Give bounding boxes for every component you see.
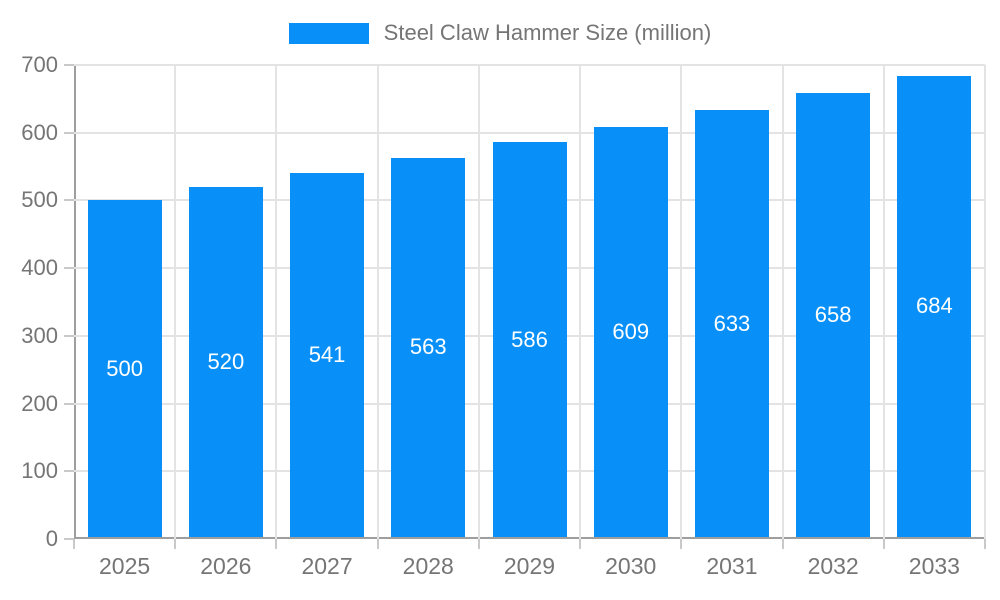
bar: 500	[87, 200, 162, 537]
bar-value-label: 609	[612, 318, 650, 344]
y-axis-label: 500	[21, 187, 58, 213]
x-gridline	[579, 65, 582, 539]
y-axis-label: 400	[21, 255, 58, 281]
y-axis-tick	[64, 267, 74, 270]
x-axis-tick	[680, 539, 683, 549]
x-axis-tick	[73, 539, 75, 549]
x-axis-label: 2032	[807, 553, 859, 579]
y-axis-label: 100	[21, 458, 58, 484]
x-axis-label: 2033	[908, 553, 960, 579]
y-axis-tick	[64, 199, 74, 202]
x-axis-tick	[781, 539, 784, 549]
x-gridline	[275, 65, 278, 539]
y-axis-tick	[64, 64, 74, 66]
y-axis-label: 600	[21, 119, 58, 145]
x-gridline	[376, 65, 379, 539]
bar-value-label: 684	[916, 293, 953, 319]
legend-label: Steel Claw Hammer Size (million)	[383, 20, 712, 45]
x-axis-label: 2027	[301, 553, 353, 579]
x-axis-label: 2029	[503, 553, 556, 579]
bar: 633	[694, 110, 769, 537]
x-axis-label: 2031	[706, 553, 758, 579]
bar-value-label: 586	[511, 326, 548, 352]
bar-value-label: 541	[308, 341, 346, 367]
bar-value-label: 633	[713, 310, 751, 336]
bar-value-label: 658	[814, 302, 852, 328]
bar: 586	[492, 142, 567, 537]
x-gridline	[781, 65, 784, 539]
x-gridline	[882, 65, 885, 539]
x-axis-tick	[477, 539, 480, 549]
x-axis-line	[74, 537, 985, 539]
x-axis-tick	[376, 539, 379, 549]
bar: 563	[391, 157, 466, 537]
y-axis-tick	[64, 131, 74, 134]
x-axis-tick	[275, 539, 278, 549]
x-axis-tick	[882, 539, 885, 549]
legend-color-swatch	[288, 22, 369, 44]
x-gridline	[174, 65, 177, 539]
bar-value-label: 563	[409, 334, 447, 360]
y-gridline	[74, 131, 985, 134]
bar: 609	[593, 126, 668, 537]
x-axis-tick	[579, 539, 582, 549]
plot-area: 0 100 200 300 400 500 600 700 2025 2026 2027 2028 20…	[21, 53, 986, 579]
x-gridline	[984, 65, 986, 539]
x-axis-tick	[174, 539, 177, 549]
bar: 658	[796, 93, 871, 537]
y-gridline	[74, 64, 985, 66]
x-axis-label: 2025	[99, 553, 151, 579]
bar: 541	[290, 172, 365, 537]
y-axis-line	[74, 65, 76, 539]
x-axis-label: 2030	[605, 553, 657, 579]
x-gridline	[680, 65, 683, 539]
bar-value-label: 520	[207, 348, 245, 374]
y-axis-label: 700	[21, 52, 58, 77]
x-axis-label: 2026	[200, 553, 252, 579]
y-axis-tick	[64, 334, 74, 337]
y-axis-label: 0	[45, 526, 58, 551]
bar: 520	[188, 186, 263, 537]
x-gridline	[477, 65, 480, 539]
y-axis-label: 300	[21, 322, 58, 348]
x-axis-label: 2028	[402, 553, 454, 579]
y-axis-label: 200	[21, 390, 58, 416]
bar: 684	[897, 75, 972, 537]
y-axis-tick	[64, 402, 74, 405]
bar-value-label: 500	[106, 355, 143, 381]
x-axis-tick	[984, 539, 986, 549]
chart-legend[interactable]: Steel Claw Hammer Size (million)	[0, 20, 1000, 46]
y-axis-tick	[64, 470, 74, 473]
y-axis-tick	[64, 538, 74, 540]
